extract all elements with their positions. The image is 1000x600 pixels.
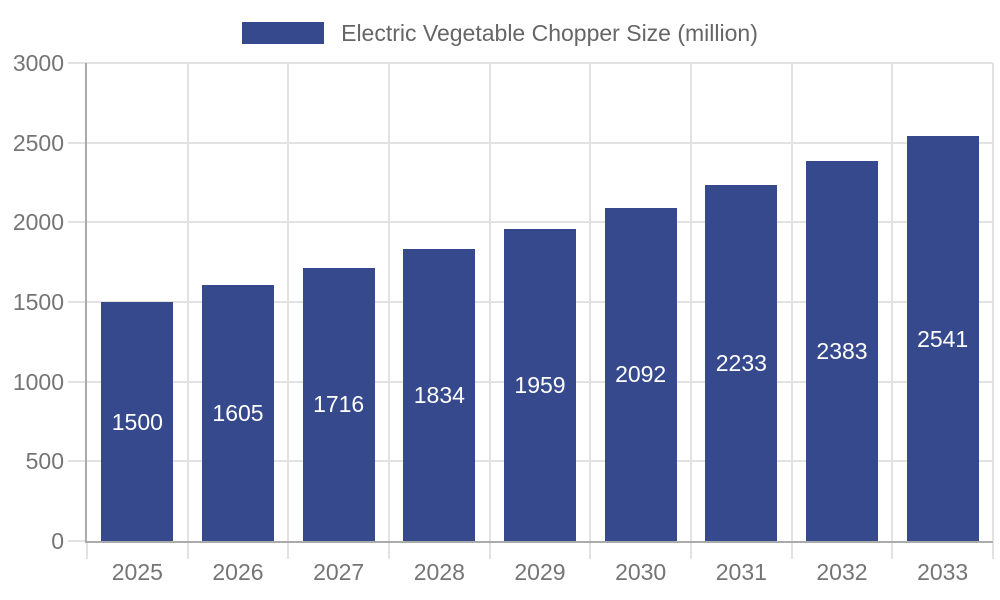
gridline-vertical xyxy=(287,63,290,541)
bar-value-label: 1834 xyxy=(413,381,465,408)
bar-2029[interactable]: 1959 xyxy=(504,228,576,541)
y-axis-tick xyxy=(68,141,87,144)
bar-value-label: 2383 xyxy=(816,338,868,365)
gridline-horizontal xyxy=(87,221,993,224)
y-axis-tick xyxy=(68,62,87,64)
x-tick-label: 2030 xyxy=(615,559,667,585)
x-axis-line xyxy=(85,541,993,543)
x-tick-label: 2026 xyxy=(212,559,264,585)
y-axis-tick xyxy=(68,460,87,463)
y-tick-label: 500 xyxy=(25,448,64,475)
legend[interactable]: Electric Vegetable Chopper Size (million… xyxy=(0,20,1000,46)
bar-2033[interactable]: 2541 xyxy=(906,136,979,541)
x-tick-label: 2027 xyxy=(313,559,365,585)
gridline-vertical xyxy=(992,63,994,541)
x-axis-tick xyxy=(186,542,189,559)
x-axis-tick xyxy=(589,542,592,559)
gridline-vertical xyxy=(690,63,692,541)
y-axis-line xyxy=(85,63,87,543)
bar-value-label: 1959 xyxy=(514,371,566,398)
gridline-vertical xyxy=(790,63,793,541)
x-axis-tick xyxy=(388,542,390,559)
x-tick-label: 2025 xyxy=(111,559,163,585)
y-tick-label: 0 xyxy=(51,528,64,554)
x-axis-tick xyxy=(690,542,692,559)
gridline-vertical xyxy=(589,63,592,541)
bar-value-label: 2233 xyxy=(715,350,767,377)
x-tick-label: 2032 xyxy=(816,559,868,585)
bar-value-label: 2092 xyxy=(615,361,667,388)
x-axis-tick xyxy=(891,542,894,559)
y-tick-label: 1500 xyxy=(12,289,64,315)
x-axis-tick xyxy=(86,542,88,559)
legend-label: Electric Vegetable Chopper Size (million… xyxy=(341,20,758,46)
y-axis-tick xyxy=(68,301,87,303)
x-tick-label: 2031 xyxy=(715,559,767,585)
gridline-vertical xyxy=(186,63,189,541)
bar-2026[interactable]: 1605 xyxy=(202,285,274,541)
bar-2027[interactable]: 1716 xyxy=(302,267,375,541)
y-axis-tick xyxy=(68,221,87,224)
y-tick-label: 2000 xyxy=(12,209,64,236)
gridline-horizontal xyxy=(87,141,993,144)
gridline-vertical xyxy=(891,63,894,541)
gridline-vertical xyxy=(388,63,390,541)
bar-2030[interactable]: 2092 xyxy=(604,207,677,541)
x-axis-tick xyxy=(488,542,491,559)
gridline-vertical xyxy=(488,63,491,541)
bar-value-label: 2541 xyxy=(917,325,969,352)
x-axis-tick xyxy=(992,542,994,559)
bar-value-label: 1500 xyxy=(111,408,163,435)
legend-swatch xyxy=(242,22,325,44)
y-axis-tick xyxy=(68,540,87,542)
y-axis-tick xyxy=(68,380,87,383)
bar-value-label: 1605 xyxy=(212,400,264,427)
x-tick-label: 2028 xyxy=(413,559,465,585)
x-axis-tick xyxy=(287,542,290,559)
y-tick-label: 2500 xyxy=(12,129,64,156)
bar-2032[interactable]: 2383 xyxy=(806,161,878,541)
x-tick-label: 2033 xyxy=(917,559,969,585)
bar-2028[interactable]: 1834 xyxy=(403,248,476,541)
bar-2031[interactable]: 2233 xyxy=(705,185,778,541)
bar-value-label: 1716 xyxy=(313,391,365,418)
x-axis-tick xyxy=(790,542,793,559)
bar-2025[interactable]: 1500 xyxy=(101,302,174,541)
y-tick-label: 3000 xyxy=(12,50,64,76)
y-tick-label: 1000 xyxy=(12,368,64,395)
x-tick-label: 2029 xyxy=(514,559,566,585)
gridline-horizontal xyxy=(87,62,993,64)
